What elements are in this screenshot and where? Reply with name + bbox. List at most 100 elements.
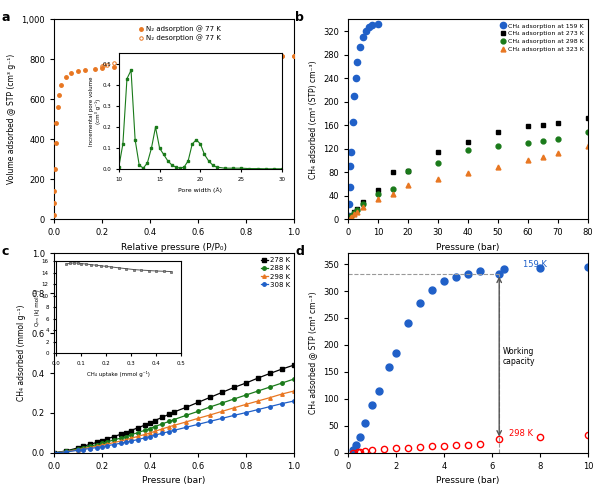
278 K: [94, 439, 101, 445]
N₂ desorption @ 77 K: [242, 54, 250, 59]
278 K: [62, 448, 70, 454]
278 K: [151, 418, 158, 424]
CH₄ adsorption at 298 K: [374, 191, 382, 197]
288 K: [86, 443, 94, 449]
CH₄ adsorption at 159 K: [347, 163, 354, 169]
298 K: [146, 430, 154, 436]
298 K: [242, 401, 250, 407]
288 K: [127, 432, 134, 438]
298 K: [194, 415, 202, 421]
Line: 288 K: 288 K: [52, 377, 296, 455]
298 K: [170, 422, 178, 428]
288 K: [242, 392, 250, 398]
N₂ adsorption @ 77 K: [50, 212, 58, 218]
Text: 159 K: 159 K: [523, 261, 547, 269]
N₂ adsorption @ 77 K: [67, 71, 74, 76]
288 K: [103, 439, 110, 445]
308 K: [278, 401, 286, 407]
278 K: [146, 420, 154, 426]
CH₄ adsorption at 159 K: [346, 184, 353, 190]
308 K: [266, 404, 274, 410]
298 K: [110, 440, 118, 446]
278 K: [218, 390, 226, 395]
278 K: [290, 362, 298, 368]
N₂ adsorption @ 77 K: [194, 56, 202, 62]
288 K: [254, 388, 262, 394]
278 K: [79, 443, 86, 449]
308 K: [86, 446, 94, 451]
CH₄ adsorption at 298 K: [389, 186, 397, 191]
CH₄ adsorption at 273 K: [346, 214, 353, 220]
CH₄ adsorption at 159 K: [365, 24, 373, 30]
278 K: [103, 436, 110, 442]
CH₄ adsorption at 273 K: [434, 149, 442, 154]
N₂ desorption @ 77 K: [254, 54, 262, 59]
288 K: [278, 380, 286, 386]
CH₄ adsorption at 159 K: [359, 34, 367, 40]
298 K: [266, 394, 274, 400]
Text: c: c: [1, 245, 8, 258]
CH₄ adsorption at 159 K: [345, 213, 352, 219]
Y-axis label: Volume adsorbed @ STP (cm³ g⁻¹): Volume adsorbed @ STP (cm³ g⁻¹): [7, 54, 16, 185]
288 K: [151, 424, 158, 430]
288 K: [266, 384, 274, 390]
CH₄ adsorption at 298 K: [494, 143, 502, 149]
278 K: [254, 375, 262, 381]
308 K: [142, 435, 149, 441]
278 K: [158, 414, 166, 420]
Y-axis label: CH₄ adsorbed (cm³ (STP) cm⁻³): CH₄ adsorbed (cm³ (STP) cm⁻³): [308, 60, 317, 179]
N₂ adsorption @ 77 K: [146, 59, 154, 65]
278 K: [266, 371, 274, 376]
CH₄ adsorption at 298 K: [359, 201, 367, 207]
288 K: [290, 376, 298, 382]
298 K: [118, 438, 125, 444]
308 K: [98, 444, 106, 450]
CH₄ adsorption at 273 K: [389, 169, 397, 175]
N₂ adsorption @ 77 K: [278, 54, 286, 59]
288 K: [206, 404, 214, 410]
X-axis label: Pressure (bar): Pressure (bar): [142, 476, 206, 486]
CH₄ adsorption at 159 K: [350, 93, 358, 99]
N₂ desorption @ 77 K: [110, 60, 118, 66]
Y-axis label: CH₄ adsorbed (mmol g⁻¹): CH₄ adsorbed (mmol g⁻¹): [17, 305, 26, 401]
298 K: [151, 429, 158, 434]
278 K: [278, 366, 286, 372]
N₂ adsorption @ 77 K: [266, 54, 274, 59]
CH₄ adsorption at 298 K: [464, 147, 472, 153]
308 K: [230, 412, 238, 418]
288 K: [122, 433, 130, 439]
278 K: [127, 428, 134, 433]
N₂ desorption @ 77 K: [170, 56, 178, 61]
288 K: [94, 442, 101, 448]
308 K: [206, 418, 214, 424]
308 K: [79, 447, 86, 452]
CH₄ adsorption at 273 K: [374, 187, 382, 193]
CH₄ adsorption at 273 K: [350, 209, 358, 215]
Text: a: a: [1, 12, 10, 24]
CH₄ adsorption at 159 K: [368, 22, 376, 28]
288 K: [218, 400, 226, 406]
298 K: [278, 391, 286, 397]
298 K: [74, 447, 82, 452]
CH₄ adsorption at 323 K: [404, 182, 412, 188]
N₂ desorption @ 77 K: [158, 56, 166, 62]
X-axis label: Relative pressure (P/P₀): Relative pressure (P/P₀): [121, 243, 227, 252]
N₂ desorption @ 77 K: [218, 54, 226, 60]
Text: b: b: [295, 12, 304, 24]
CH₄ adsorption at 323 K: [346, 216, 353, 222]
308 K: [218, 415, 226, 421]
CH₄ adsorption at 323 K: [584, 143, 592, 149]
278 K: [118, 431, 125, 437]
288 K: [158, 421, 166, 427]
CH₄ adsorption at 159 K: [346, 202, 353, 207]
CH₄ adsorption at 298 K: [524, 140, 532, 146]
288 K: [146, 426, 154, 431]
N₂ desorption @ 77 K: [134, 57, 142, 63]
Y-axis label: CH₄ adsorbed @ STP (cm³ cm⁻³): CH₄ adsorbed @ STP (cm³ cm⁻³): [308, 292, 317, 414]
298 K: [98, 442, 106, 448]
Line: 278 K: 278 K: [52, 363, 296, 455]
N₂ adsorption @ 77 K: [170, 57, 178, 63]
N₂ desorption @ 77 K: [103, 62, 110, 68]
Line: N₂ adsorption @ 77 K: N₂ adsorption @ 77 K: [52, 55, 296, 217]
288 K: [170, 417, 178, 423]
